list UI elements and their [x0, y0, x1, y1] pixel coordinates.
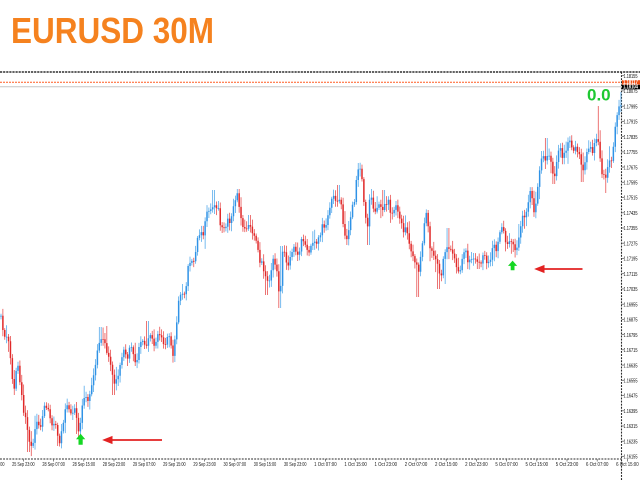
svg-text:1.17195: 1.17195 — [624, 257, 638, 263]
svg-text:2 Oct 23:00: 2 Oct 23:00 — [465, 462, 488, 468]
svg-text:5 Oct 15:00: 5 Oct 15:00 — [526, 462, 549, 468]
svg-text:2 Oct 07:00: 2 Oct 07:00 — [405, 462, 428, 468]
svg-text:0.0: 0.0 — [587, 86, 611, 105]
svg-text:1 Oct 23:00: 1 Oct 23:00 — [375, 462, 398, 468]
svg-text:1.17755: 1.17755 — [624, 150, 638, 156]
svg-text:25 Sep 15:00: 25 Sep 15:00 — [0, 462, 4, 468]
svg-text:1.17995: 1.17995 — [624, 104, 638, 110]
svg-text:1.16475: 1.16475 — [624, 394, 638, 400]
svg-text:1.17595: 1.17595 — [624, 181, 638, 187]
svg-text:1.17115: 1.17115 — [624, 272, 638, 278]
svg-text:5 Oct 07:00: 5 Oct 07:00 — [495, 462, 518, 468]
svg-text:30 Sep 23:00: 30 Sep 23:00 — [284, 462, 307, 468]
svg-text:1.17275: 1.17275 — [624, 241, 638, 247]
svg-text:1.18075: 1.18075 — [624, 89, 638, 95]
svg-text:1.17835: 1.17835 — [624, 135, 638, 141]
svg-text:1.18104: 1.18104 — [623, 84, 638, 91]
svg-text:30 Sep 15:00: 30 Sep 15:00 — [254, 462, 277, 468]
svg-text:1.16795: 1.16795 — [624, 333, 638, 339]
svg-text:28 Sep 23:00: 28 Sep 23:00 — [103, 462, 126, 468]
svg-text:1.16555: 1.16555 — [624, 379, 638, 385]
svg-text:1.16235: 1.16235 — [624, 439, 638, 445]
svg-text:25 Sep 23:00: 25 Sep 23:00 — [12, 462, 35, 468]
svg-text:1.16395: 1.16395 — [624, 409, 638, 415]
svg-text:29 Sep 23:00: 29 Sep 23:00 — [193, 462, 216, 468]
svg-text:1.17355: 1.17355 — [624, 226, 638, 232]
svg-text:1.16635: 1.16635 — [624, 363, 638, 369]
svg-text:1 Oct 07:00: 1 Oct 07:00 — [314, 462, 337, 468]
svg-text:1.17915: 1.17915 — [624, 120, 638, 126]
svg-text:1.18117: 1.18117 — [623, 79, 638, 86]
svg-text:6 Oct 07:00: 6 Oct 07:00 — [586, 462, 609, 468]
svg-text:29 Sep 07:00: 29 Sep 07:00 — [133, 462, 156, 468]
svg-text:1.16315: 1.16315 — [624, 424, 638, 430]
svg-text:1.17515: 1.17515 — [624, 196, 638, 202]
svg-text:1.16955: 1.16955 — [624, 302, 638, 308]
svg-text:6 Oct 15:00: 6 Oct 15:00 — [616, 462, 639, 468]
svg-text:1.16875: 1.16875 — [624, 318, 638, 324]
svg-text:2 Oct 15:00: 2 Oct 15:00 — [435, 462, 458, 468]
svg-text:1 Oct 15:00: 1 Oct 15:00 — [344, 462, 367, 468]
svg-text:28 Sep 15:00: 28 Sep 15:00 — [73, 462, 96, 468]
svg-text:29 Sep 15:00: 29 Sep 15:00 — [163, 462, 186, 468]
svg-text:30 Sep 07:00: 30 Sep 07:00 — [224, 462, 247, 468]
svg-text:5 Oct 23:00: 5 Oct 23:00 — [556, 462, 579, 468]
svg-text:28 Sep 07:00: 28 Sep 07:00 — [42, 462, 65, 468]
svg-text:1.17675: 1.17675 — [624, 165, 638, 171]
svg-text:1.16155: 1.16155 — [624, 455, 638, 461]
svg-text:1.17035: 1.17035 — [624, 287, 638, 293]
svg-text:1.16715: 1.16715 — [624, 348, 638, 354]
svg-text:1.17435: 1.17435 — [624, 211, 638, 217]
svg-text:1.18155: 1.18155 — [624, 74, 638, 80]
